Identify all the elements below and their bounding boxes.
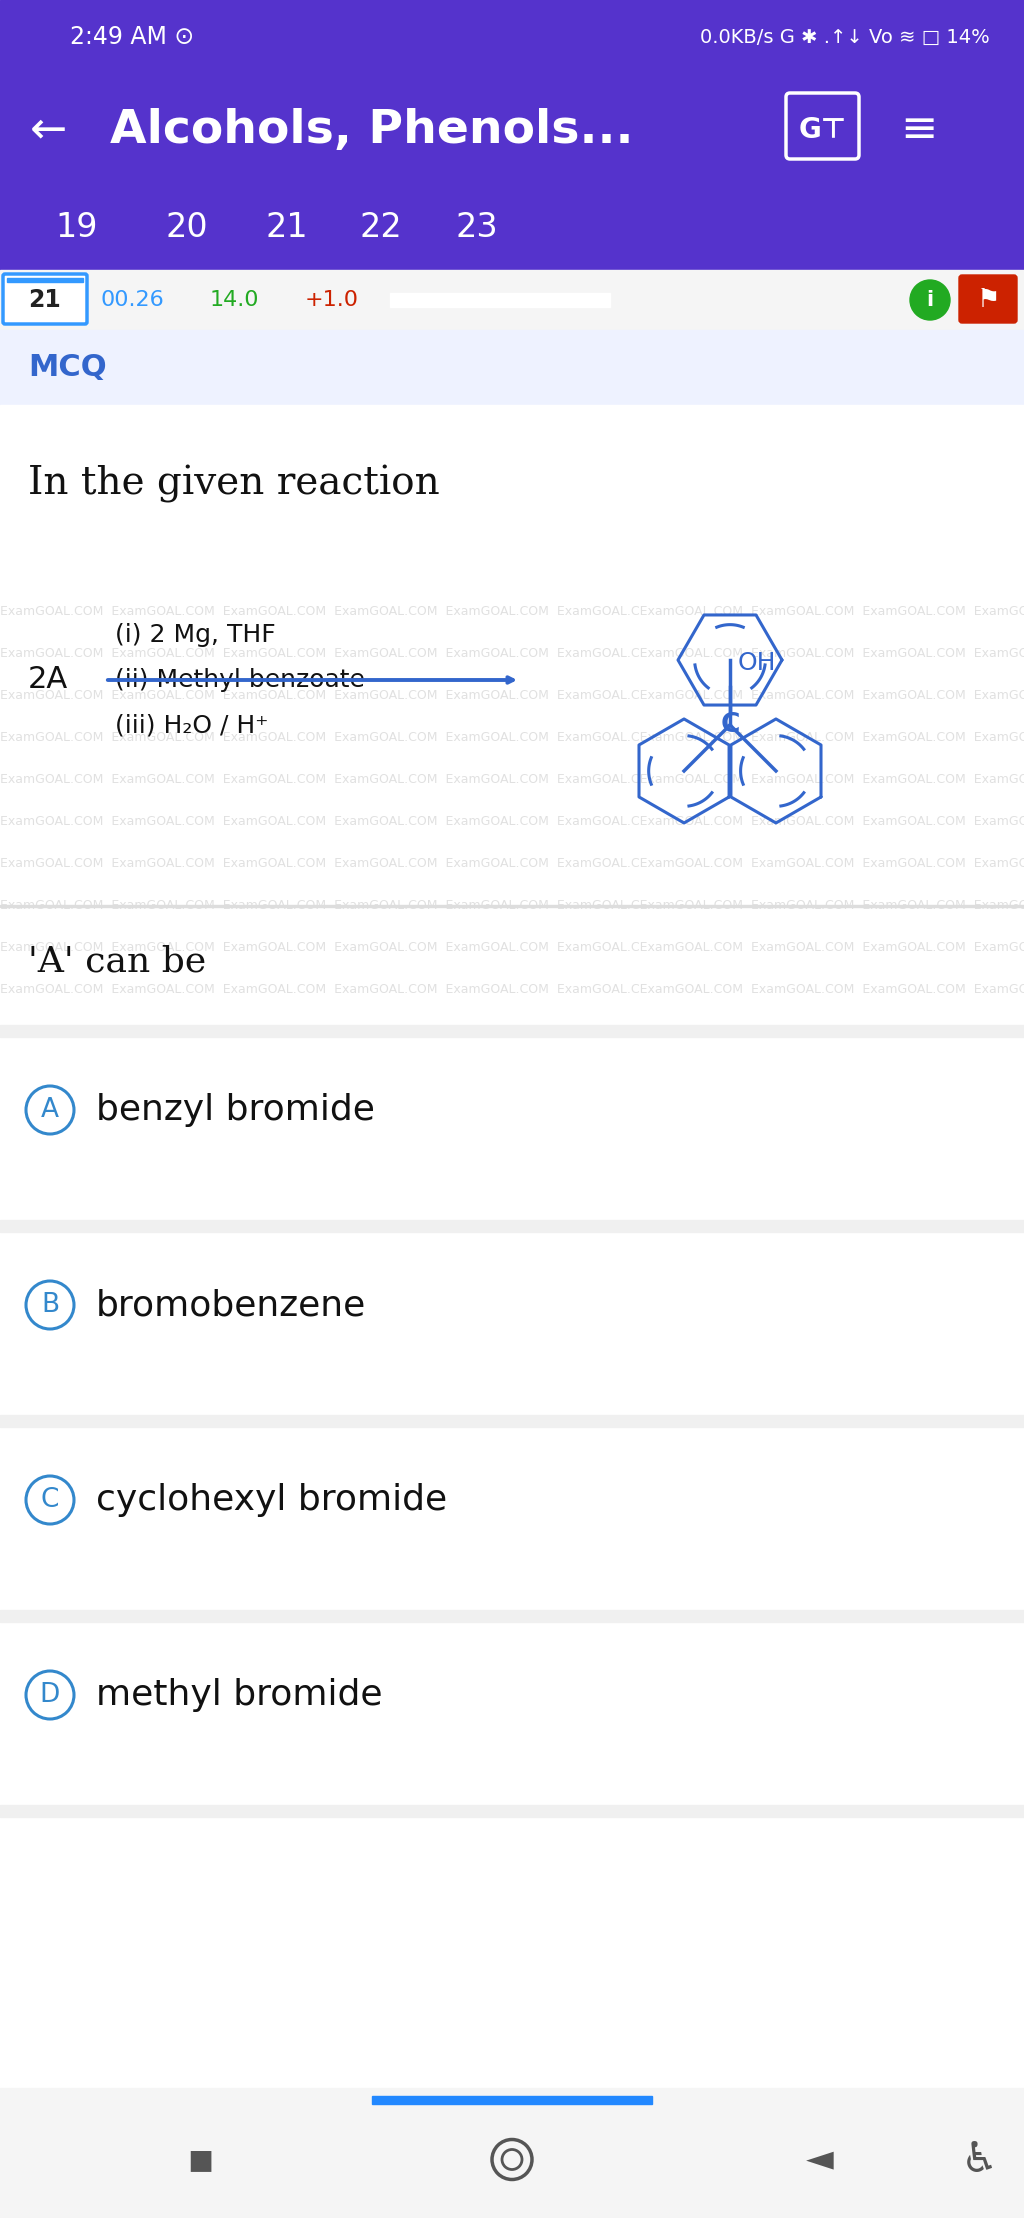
Text: bromobenzene: bromobenzene bbox=[96, 1289, 367, 1322]
Text: ExamGOAL.COM  ExamGOAL.COM  ExamGOAL.COM  ExamGOAL.COM  ExamGOAL.COM  ExamGOAL.C: ExamGOAL.COM ExamGOAL.COM ExamGOAL.COM E… bbox=[0, 690, 1024, 703]
Text: 00.26: 00.26 bbox=[100, 291, 164, 311]
Bar bbox=[0, 2087, 1024, 2218]
Text: MCQ: MCQ bbox=[28, 353, 106, 381]
Text: ♿: ♿ bbox=[962, 2138, 998, 2180]
Text: methyl bromide: methyl bromide bbox=[96, 1679, 383, 1712]
Text: 21: 21 bbox=[265, 211, 307, 244]
Text: C: C bbox=[720, 712, 739, 739]
Text: B: B bbox=[41, 1293, 59, 1317]
FancyBboxPatch shape bbox=[959, 275, 1017, 324]
Text: i: i bbox=[927, 291, 934, 311]
Text: 20: 20 bbox=[165, 211, 208, 244]
Text: cyclohexyl bromide: cyclohexyl bromide bbox=[96, 1484, 447, 1517]
Bar bbox=[0, 1220, 1024, 1231]
FancyBboxPatch shape bbox=[3, 275, 87, 324]
Bar bbox=[0, 1805, 1024, 1817]
Bar bbox=[7, 277, 83, 282]
Bar bbox=[0, 75, 1024, 184]
Text: ◄: ◄ bbox=[806, 2143, 834, 2176]
Text: +1.0: +1.0 bbox=[305, 291, 359, 311]
Text: 2A: 2A bbox=[28, 665, 69, 694]
Text: benzyl bromide: benzyl bromide bbox=[96, 1093, 375, 1127]
Circle shape bbox=[910, 279, 950, 319]
Text: ExamGOAL.COM  ExamGOAL.COM  ExamGOAL.COM  ExamGOAL.COM  ExamGOAL.COM  ExamGOAL.C: ExamGOAL.COM ExamGOAL.COM ExamGOAL.COM E… bbox=[0, 774, 1024, 785]
Text: 0.0KB/s G ✱ .↑↓ Vo ≋ □ 14%: 0.0KB/s G ✱ .↑↓ Vo ≋ □ 14% bbox=[700, 29, 990, 47]
Text: G⊤: G⊤ bbox=[799, 115, 847, 144]
Bar bbox=[0, 1415, 1024, 1426]
Text: ≡: ≡ bbox=[900, 109, 937, 151]
Text: C: C bbox=[41, 1486, 59, 1513]
Text: (iii) H₂O / H⁺: (iii) H₂O / H⁺ bbox=[115, 712, 268, 736]
Text: Alcohols, Phenols...: Alcohols, Phenols... bbox=[110, 106, 634, 153]
Bar bbox=[390, 293, 610, 306]
Text: 14.0: 14.0 bbox=[210, 291, 259, 311]
Text: (i) 2 Mg, THF: (i) 2 Mg, THF bbox=[115, 623, 275, 648]
Text: 19: 19 bbox=[55, 211, 97, 244]
Bar bbox=[0, 1025, 1024, 1038]
Text: 2:49 AM ⊙: 2:49 AM ⊙ bbox=[70, 24, 195, 49]
Text: OH: OH bbox=[738, 652, 776, 674]
FancyBboxPatch shape bbox=[786, 93, 859, 160]
Bar bbox=[372, 2096, 652, 2105]
Text: ExamGOAL.COM  ExamGOAL.COM  ExamGOAL.COM  ExamGOAL.COM  ExamGOAL.COM  ExamGOAL.C: ExamGOAL.COM ExamGOAL.COM ExamGOAL.COM E… bbox=[0, 732, 1024, 743]
Text: ExamGOAL.COM  ExamGOAL.COM  ExamGOAL.COM  ExamGOAL.COM  ExamGOAL.COM  ExamGOAL.C: ExamGOAL.COM ExamGOAL.COM ExamGOAL.COM E… bbox=[0, 898, 1024, 912]
Text: (ii) Methyl benzoate: (ii) Methyl benzoate bbox=[115, 668, 365, 692]
Text: ExamGOAL.COM  ExamGOAL.COM  ExamGOAL.COM  ExamGOAL.COM  ExamGOAL.COM  ExamGOAL.C: ExamGOAL.COM ExamGOAL.COM ExamGOAL.COM E… bbox=[0, 648, 1024, 661]
Bar bbox=[0, 0, 1024, 75]
Text: ExamGOAL.COM  ExamGOAL.COM  ExamGOAL.COM  ExamGOAL.COM  ExamGOAL.COM  ExamGOAL.C: ExamGOAL.COM ExamGOAL.COM ExamGOAL.COM E… bbox=[0, 814, 1024, 827]
Text: 22: 22 bbox=[360, 211, 402, 244]
Bar bbox=[0, 184, 1024, 271]
Text: ExamGOAL.COM  ExamGOAL.COM  ExamGOAL.COM  ExamGOAL.COM  ExamGOAL.COM  ExamGOAL.C: ExamGOAL.COM ExamGOAL.COM ExamGOAL.COM E… bbox=[0, 856, 1024, 869]
Text: ExamGOAL.COM  ExamGOAL.COM  ExamGOAL.COM  ExamGOAL.COM  ExamGOAL.COM  ExamGOAL.C: ExamGOAL.COM ExamGOAL.COM ExamGOAL.COM E… bbox=[0, 940, 1024, 954]
Bar bbox=[0, 1610, 1024, 1621]
Text: 'A' can be: 'A' can be bbox=[28, 945, 206, 978]
Bar bbox=[0, 406, 1024, 2218]
Text: ▪: ▪ bbox=[186, 2138, 214, 2180]
Text: ←: ← bbox=[30, 109, 68, 151]
Text: ExamGOAL.COM  ExamGOAL.COM  ExamGOAL.COM  ExamGOAL.COM  ExamGOAL.COM  ExamGOAL.C: ExamGOAL.COM ExamGOAL.COM ExamGOAL.COM E… bbox=[0, 983, 1024, 996]
Text: 23: 23 bbox=[455, 211, 498, 244]
Text: D: D bbox=[40, 1681, 60, 1708]
Text: A: A bbox=[41, 1098, 59, 1122]
Text: ⚑: ⚑ bbox=[976, 286, 999, 313]
Bar bbox=[0, 330, 1024, 406]
Text: 21: 21 bbox=[29, 288, 61, 313]
Text: ExamGOAL.COM  ExamGOAL.COM  ExamGOAL.COM  ExamGOAL.COM  ExamGOAL.COM  ExamGOAL.C: ExamGOAL.COM ExamGOAL.COM ExamGOAL.COM E… bbox=[0, 606, 1024, 619]
Bar bbox=[0, 271, 1024, 330]
Text: In the given reaction: In the given reaction bbox=[28, 466, 439, 503]
